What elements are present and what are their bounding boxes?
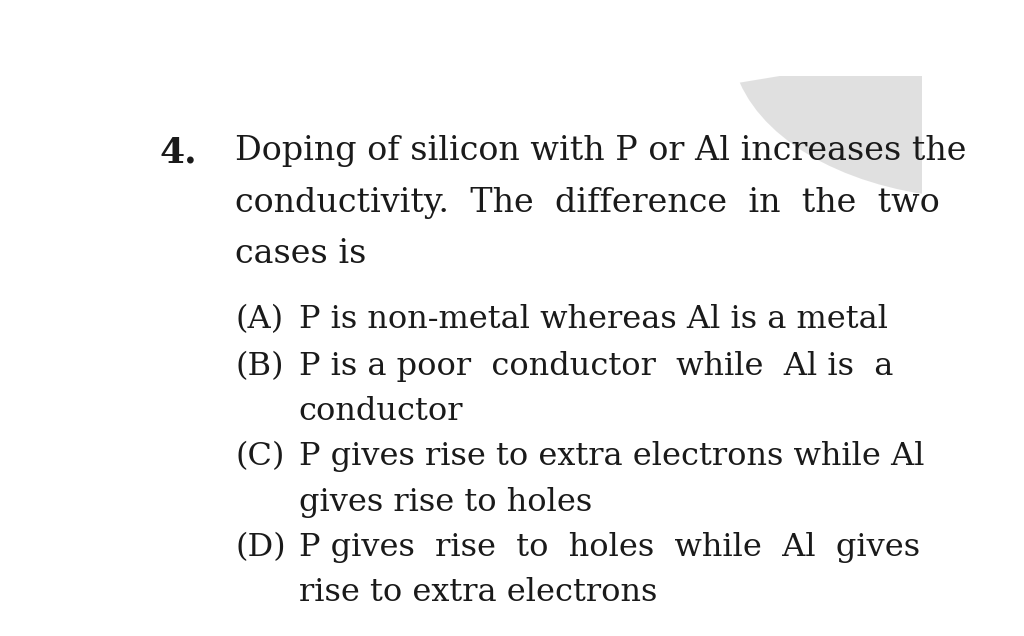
Text: P is non-metal whereas Al is a metal: P is non-metal whereas Al is a metal: [299, 304, 888, 335]
Text: (C): (C): [236, 441, 285, 473]
Text: 4.: 4.: [160, 135, 198, 169]
Text: cases is: cases is: [236, 238, 367, 270]
Text: gives rise to holes: gives rise to holes: [299, 487, 592, 518]
Text: conductivity.  The  difference  in  the  two: conductivity. The difference in the two: [236, 186, 940, 219]
Text: rise to extra electrons: rise to extra electrons: [299, 577, 657, 607]
Wedge shape: [739, 42, 985, 198]
Text: conductor: conductor: [299, 396, 463, 427]
Text: P is a poor  conductor  while  Al is  a: P is a poor conductor while Al is a: [299, 351, 893, 382]
Text: P gives rise to extra electrons while Al: P gives rise to extra electrons while Al: [299, 441, 924, 473]
Text: (B): (B): [236, 351, 284, 382]
Text: (A): (A): [236, 304, 284, 335]
Text: Doping of silicon with P or Al increases the: Doping of silicon with P or Al increases…: [236, 135, 967, 167]
Text: (D): (D): [236, 532, 286, 563]
Text: P gives  rise  to  holes  while  Al  gives: P gives rise to holes while Al gives: [299, 532, 920, 563]
